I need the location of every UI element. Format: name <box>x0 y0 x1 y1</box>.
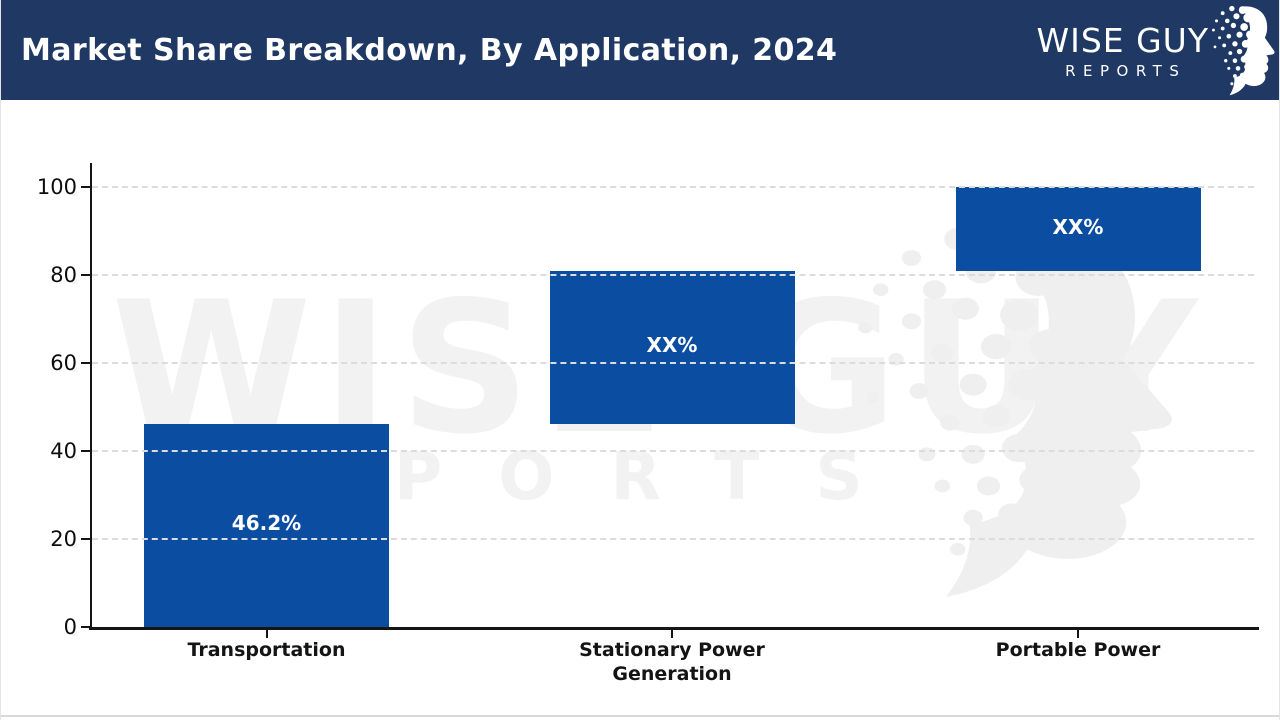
y-tick-0 <box>81 626 90 628</box>
y-tick-label-80: 80 <box>50 263 77 287</box>
bar-value-label-1: 46.2% <box>231 511 302 536</box>
chart-title: Market Share Breakdown, By Application, … <box>21 32 838 68</box>
y-tick-20 <box>81 538 90 540</box>
x-tick-2 <box>671 630 673 638</box>
bar-value-label-2: XX% <box>646 333 698 358</box>
x-tick-3 <box>1077 630 1079 638</box>
header-bar: Market Share Breakdown, By Application, … <box>1 0 1280 100</box>
bottom-border <box>1 715 1279 717</box>
gridline-20 <box>92 538 1254 540</box>
x-category-label-2: Stationary Power Generation <box>579 639 765 685</box>
y-tick-60 <box>81 362 90 364</box>
y-tick-label-0: 0 <box>63 615 77 639</box>
x-category-label-3: Portable Power <box>995 639 1161 661</box>
bar-segment-3: XX% <box>955 187 1201 271</box>
logo-face-icon <box>1199 4 1277 96</box>
y-tick-80 <box>81 274 90 276</box>
bar-segment-2: XX% <box>549 270 795 424</box>
y-tick-40 <box>81 450 90 452</box>
gridline-40 <box>92 450 1254 452</box>
y-tick-label-100: 100 <box>36 175 77 199</box>
brand-logo: WISE GUY REPORTS <box>1031 0 1280 100</box>
y-tick-label-20: 20 <box>50 527 77 551</box>
logo-wordmark: WISE GUY <box>1036 21 1209 60</box>
logo-subtext: REPORTS <box>1065 62 1187 80</box>
y-tick-100 <box>81 186 90 188</box>
x-category-label-1: Transportation <box>187 639 346 661</box>
bar-value-label-3: XX% <box>1052 214 1104 239</box>
logo-text: WISE GUY REPORTS <box>1036 21 1209 80</box>
y-tick-label-40: 40 <box>50 439 77 463</box>
gridline-80 <box>92 274 1254 276</box>
gridline-100 <box>92 186 1254 188</box>
bar-segment-1: 46.2% <box>144 423 389 627</box>
x-axis-line <box>89 627 1259 630</box>
y-tick-label-60: 60 <box>50 351 77 375</box>
chart-canvas: WISE GUY REPORTS 0 20 40 60 80 100 46.2% XX% XX%… <box>1 100 1279 720</box>
watermark-face-icon <box>796 220 1181 600</box>
x-tick-1 <box>265 630 268 638</box>
gridline-60 <box>92 362 1254 364</box>
y-axis-line <box>90 163 92 629</box>
